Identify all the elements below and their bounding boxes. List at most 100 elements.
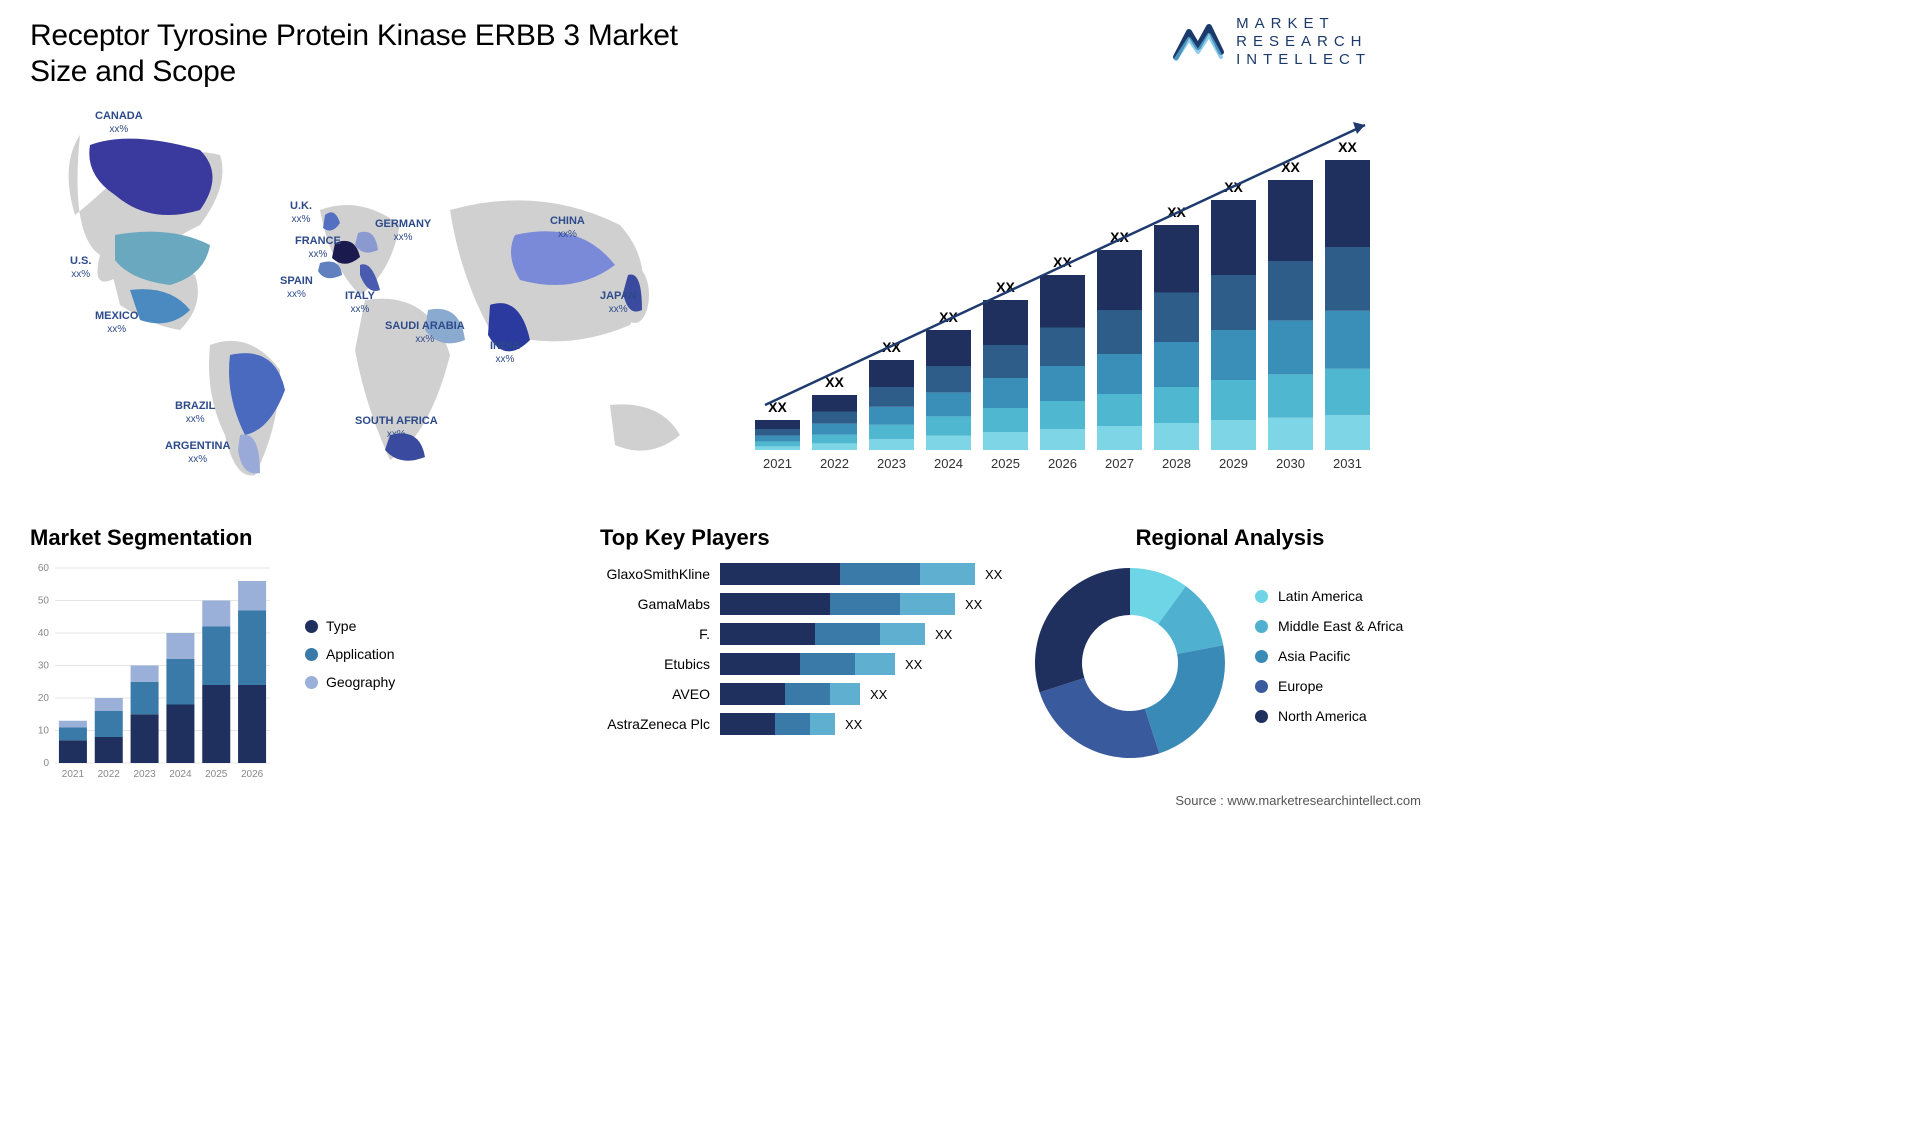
legend-dot-icon: [1255, 680, 1268, 693]
player-bar-segment: [720, 623, 815, 645]
map-label-saudi-arabia: SAUDI ARABIAxx%: [385, 320, 465, 345]
players-chart: GlaxoSmithKline XX GamaMabs XX F.XX EtubicsXX…: [600, 563, 1020, 735]
regional-donut-chart: [1030, 563, 1230, 763]
player-bar: [720, 713, 835, 735]
svg-text:2025: 2025: [991, 456, 1020, 471]
svg-text:2023: 2023: [133, 769, 156, 780]
player-name: GamaMabs: [600, 596, 720, 612]
svg-text:50: 50: [38, 596, 50, 607]
svg-text:2026: 2026: [1048, 456, 1077, 471]
player-row: F.XX: [600, 623, 1020, 645]
seg-legend-item: Type: [305, 618, 395, 634]
logo-text-3: INTELLECT: [1236, 51, 1371, 69]
player-row: EtubicsXX: [600, 653, 1020, 675]
map-label-mexico: MEXICOxx%: [95, 310, 138, 335]
segmentation-legend: Type Application Geography: [305, 618, 395, 702]
map-label-italy: ITALYxx%: [345, 290, 375, 315]
source-attribution: Source : www.marketresearchintellect.com: [1175, 793, 1421, 808]
svg-text:20: 20: [38, 693, 50, 704]
player-bar-segment: [810, 713, 835, 735]
regional-legend-item: Latin America: [1255, 588, 1403, 604]
players-section: Top Key Players GlaxoSmithKlineXXGamaMab…: [600, 525, 1020, 743]
player-bar: [720, 653, 895, 675]
regional-heading: Regional Analysis: [1030, 525, 1430, 551]
svg-text:2021: 2021: [62, 769, 85, 780]
map-label-india: INDIAxx%: [490, 340, 520, 365]
legend-dot-icon: [1255, 710, 1268, 723]
player-row: GamaMabs XX: [600, 593, 1020, 615]
growth-bar-chart: XX2021XX2022XX2023XX2024XX2025XX2026XX20…: [740, 100, 1400, 485]
player-bar-segment: [840, 563, 920, 585]
regional-legend: Latin America Middle East & Africa Asia Pa…: [1255, 588, 1403, 738]
brand-logo: MARKET RESEARCH INTELLECT: [1171, 15, 1371, 69]
svg-text:2026: 2026: [241, 769, 264, 780]
svg-text:60: 60: [38, 563, 50, 574]
legend-label: Application: [326, 646, 395, 662]
world-map: CANADAxx% U.S.xx% MEXICOxx% BRAZILxx% ARGENT…: [20, 95, 700, 495]
svg-text:2027: 2027: [1105, 456, 1134, 471]
legend-label: North America: [1278, 708, 1367, 724]
svg-text:2024: 2024: [934, 456, 963, 471]
svg-text:XX: XX: [1338, 139, 1357, 155]
legend-dot-icon: [1255, 650, 1268, 663]
map-label-france: FRANCExx%: [295, 235, 341, 260]
svg-text:2022: 2022: [98, 769, 121, 780]
svg-text:40: 40: [38, 628, 50, 639]
seg-legend-item: Geography: [305, 674, 395, 690]
player-bar: [720, 623, 925, 645]
player-bar-segment: [800, 653, 855, 675]
player-bar: [720, 563, 975, 585]
player-row: AstraZeneca PlcXX: [600, 713, 1020, 735]
map-label-japan: JAPANxx%: [600, 290, 636, 315]
regional-legend-item: Asia Pacific: [1255, 648, 1403, 664]
svg-text:2031: 2031: [1333, 456, 1362, 471]
player-name: Etubics: [600, 656, 720, 672]
player-name: GlaxoSmithKline: [600, 566, 720, 582]
player-bar: [720, 683, 860, 705]
player-row: AVEOXX: [600, 683, 1020, 705]
svg-text:2030: 2030: [1276, 456, 1305, 471]
regional-legend-item: North America: [1255, 708, 1403, 724]
player-bar-segment: [720, 593, 830, 615]
map-label-spain: SPAINxx%: [280, 275, 313, 300]
map-label-argentina: ARGENTINAxx%: [165, 440, 230, 465]
player-bar-segment: [855, 653, 895, 675]
players-heading: Top Key Players: [600, 525, 1020, 551]
regional-legend-item: Middle East & Africa: [1255, 618, 1403, 634]
svg-text:30: 30: [38, 661, 50, 672]
player-bar-segment: [815, 623, 880, 645]
svg-text:10: 10: [38, 726, 50, 737]
svg-text:2022: 2022: [820, 456, 849, 471]
player-bar-segment: [830, 683, 860, 705]
player-name: AstraZeneca Plc: [600, 716, 720, 732]
player-bar-segment: [775, 713, 810, 735]
segmentation-section: Market Segmentation 01020304050602021202…: [30, 525, 390, 783]
player-name: F.: [600, 626, 720, 642]
player-bar-segment: [720, 653, 800, 675]
player-row: GlaxoSmithKline XX: [600, 563, 1020, 585]
legend-label: Asia Pacific: [1278, 648, 1350, 664]
legend-label: Middle East & Africa: [1278, 618, 1403, 634]
legend-label: Geography: [326, 674, 395, 690]
map-label-u-s-: U.S.xx%: [70, 255, 91, 280]
player-bar-segment: [720, 563, 840, 585]
map-label-china: CHINAxx%: [550, 215, 585, 240]
player-name: AVEO: [600, 686, 720, 702]
page-title: Receptor Tyrosine Protein Kinase ERBB 3 …: [30, 18, 690, 90]
map-label-u-k-: U.K.xx%: [290, 200, 312, 225]
map-label-brazil: BRAZILxx%: [175, 400, 215, 425]
player-value: XX: [955, 597, 982, 612]
legend-label: Latin America: [1278, 588, 1363, 604]
player-bar-segment: [900, 593, 955, 615]
map-label-canada: CANADAxx%: [95, 110, 143, 135]
logo-swoosh-icon: [1171, 17, 1226, 67]
player-bar-segment: [785, 683, 830, 705]
legend-label: Type: [326, 618, 356, 634]
svg-text:2028: 2028: [1162, 456, 1191, 471]
svg-text:2021: 2021: [763, 456, 792, 471]
map-label-south-africa: SOUTH AFRICAxx%: [355, 415, 438, 440]
legend-dot-icon: [1255, 620, 1268, 633]
svg-text:0: 0: [43, 758, 49, 769]
player-value: XX: [975, 567, 1002, 582]
logo-text-2: RESEARCH: [1236, 33, 1371, 51]
